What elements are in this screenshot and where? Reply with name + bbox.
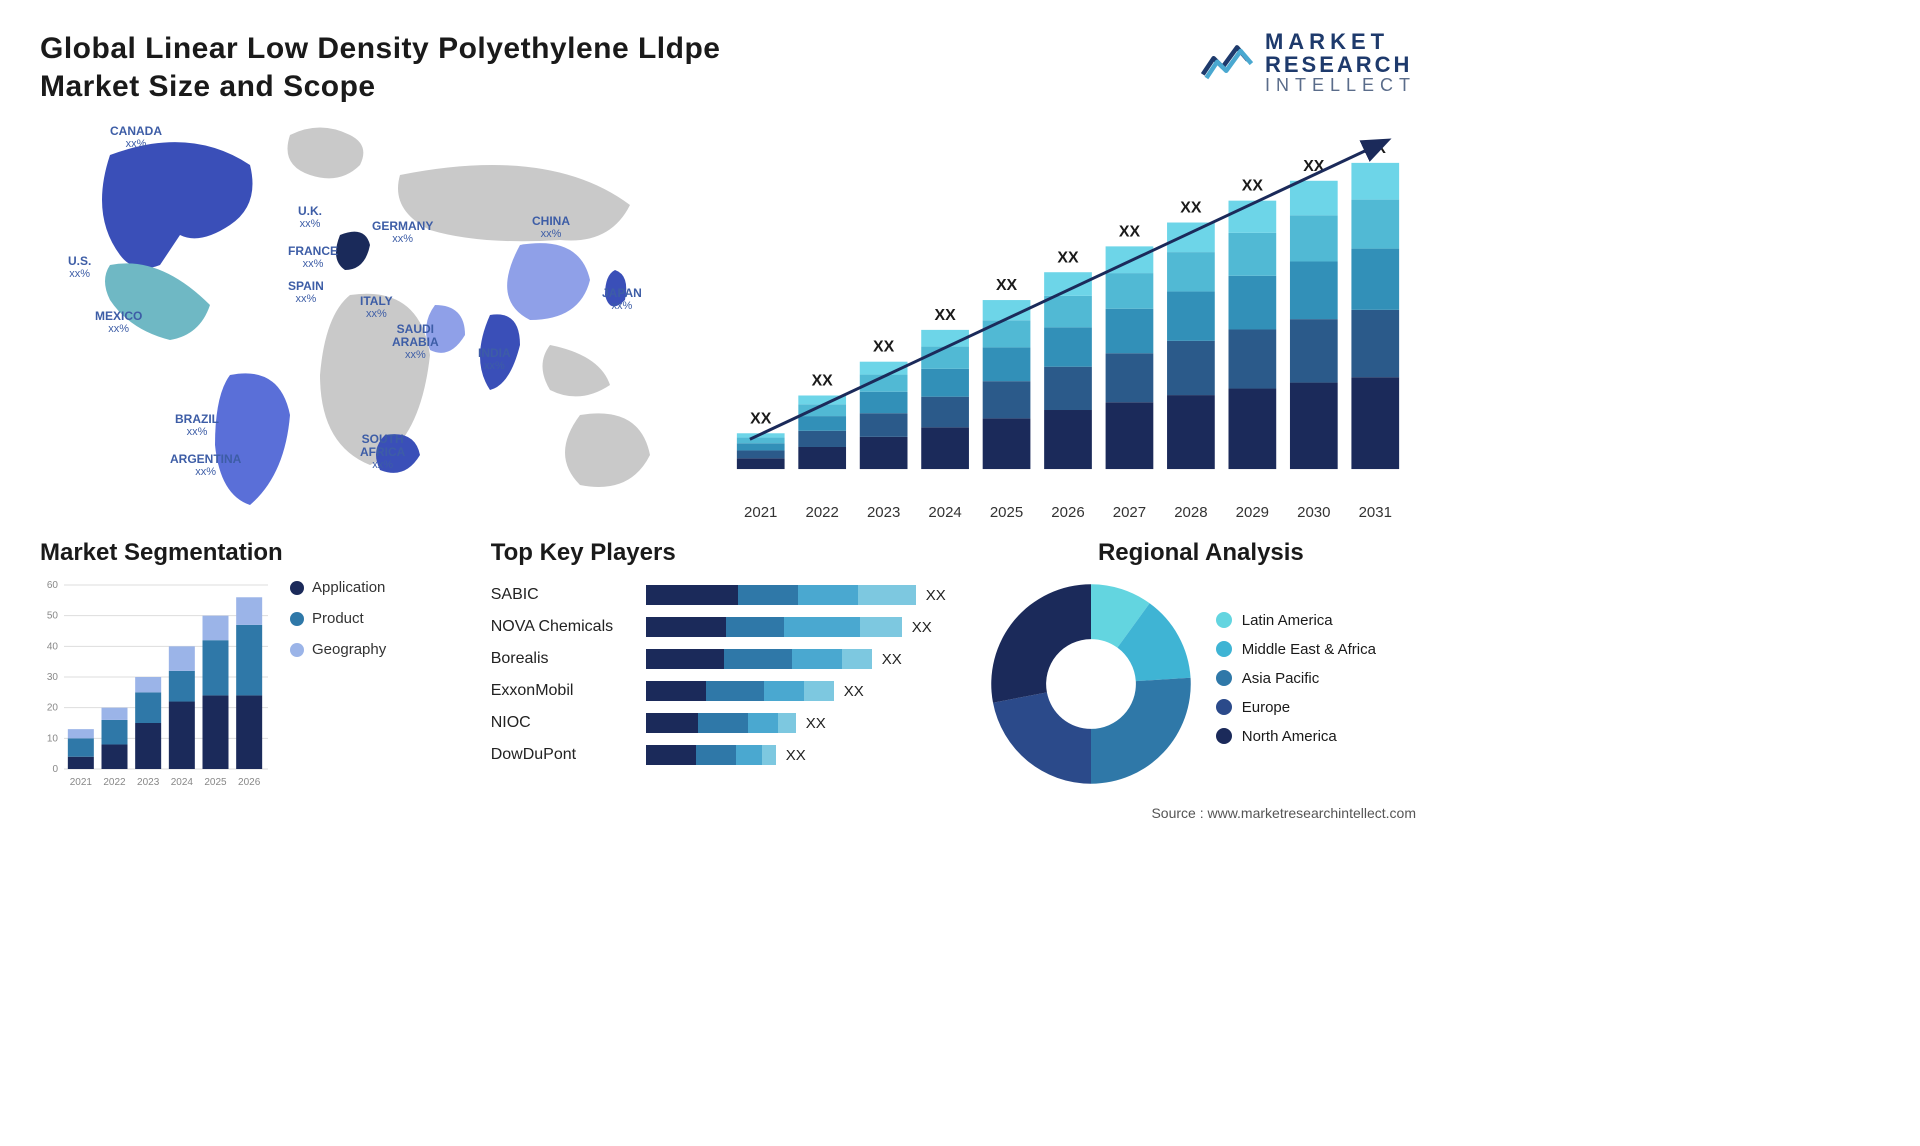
- segmentation-legend: Application Product Geography: [290, 579, 386, 789]
- growth-year-2027: 2027: [1113, 504, 1146, 521]
- regional-legend-north-america: North America: [1216, 728, 1376, 745]
- svg-text:50: 50: [47, 611, 59, 622]
- growth-year-2022: 2022: [805, 504, 838, 521]
- map-label-spain: SPAINxx%: [288, 280, 324, 305]
- svg-text:XX: XX: [812, 373, 834, 390]
- svg-text:2024: 2024: [171, 777, 194, 788]
- map-label-canada: CANADAxx%: [110, 125, 162, 150]
- map-label-argentina: ARGENTINAxx%: [170, 453, 241, 478]
- svg-text:2023: 2023: [137, 777, 160, 788]
- svg-text:XX: XX: [996, 277, 1018, 294]
- svg-text:10: 10: [47, 733, 59, 744]
- source-text: Source : www.marketresearchintellect.com: [40, 805, 1416, 821]
- growth-chart: XXXXXXXXXXXXXXXXXXXXXX 20212022202320242…: [720, 115, 1416, 521]
- map-label-mexico: MEXICOxx%: [95, 310, 142, 335]
- regional-legend-middle-east-africa: Middle East & Africa: [1216, 641, 1376, 658]
- svg-text:60: 60: [47, 580, 59, 591]
- seg-legend-application: Application: [290, 579, 386, 596]
- map-label-u-s-: U.S.xx%: [68, 255, 91, 280]
- map-label-china: CHINAxx%: [532, 215, 570, 240]
- map-label-u-k-: U.K.xx%: [298, 205, 322, 230]
- regional-chart: Latin America Middle East & Africa Asia Pa…: [986, 579, 1416, 789]
- player-label-exxonmobil: ExxonMobil: [491, 675, 631, 707]
- svg-text:2026: 2026: [238, 777, 261, 788]
- donut-slice-europe: [993, 692, 1091, 783]
- map-label-france: FRANCExx%: [288, 245, 338, 270]
- growth-year-2024: 2024: [928, 504, 961, 521]
- player-label-sabic: SABIC: [491, 579, 631, 611]
- logo-line1: MARKET: [1265, 30, 1416, 53]
- map-label-south-africa: SOUTHAFRICAxx%: [360, 433, 405, 471]
- map-label-brazil: BRAZILxx%: [175, 413, 219, 438]
- map-label-saudi-arabia: SAUDIARABIAxx%: [392, 323, 439, 361]
- seg-legend-geography: Geography: [290, 641, 386, 658]
- logo-line3: INTELLECT: [1265, 76, 1416, 95]
- growth-year-2021: 2021: [744, 504, 777, 521]
- growth-year-2031: 2031: [1359, 504, 1392, 521]
- svg-text:2021: 2021: [70, 777, 93, 788]
- growth-year-2030: 2030: [1297, 504, 1330, 521]
- regional-legend-asia-pacific: Asia Pacific: [1216, 670, 1376, 687]
- map-label-india: INDIAxx%: [478, 347, 511, 372]
- svg-text:XX: XX: [1057, 249, 1079, 266]
- player-bar-sabic: XX: [646, 579, 946, 611]
- brand-logo: MARKET RESEARCH INTELLECT: [1201, 30, 1416, 95]
- growth-year-2025: 2025: [990, 504, 1023, 521]
- regional-legend-europe: Europe: [1216, 699, 1376, 716]
- donut-slice-asia-pacific: [1091, 678, 1191, 784]
- svg-text:40: 40: [47, 641, 59, 652]
- player-bar-nioc: XX: [646, 707, 946, 739]
- player-label-dowdupont: DowDuPont: [491, 739, 631, 771]
- logo-line2: RESEARCH: [1265, 53, 1416, 76]
- svg-text:2022: 2022: [103, 777, 126, 788]
- regional-legend: Latin America Middle East & Africa Asia Pa…: [1216, 612, 1376, 757]
- svg-text:XX: XX: [1242, 178, 1264, 195]
- player-label-borealis: Borealis: [491, 643, 631, 675]
- world-map: CANADAxx% U.S.xx% MEXICOxx% BRAZILxx% ARGENT…: [40, 115, 680, 515]
- svg-text:0: 0: [52, 764, 58, 775]
- segmentation-title: Market Segmentation: [40, 539, 451, 567]
- svg-text:XX: XX: [1180, 200, 1202, 217]
- regional-title: Regional Analysis: [986, 539, 1416, 567]
- map-label-japan: JAPANxx%: [602, 287, 642, 312]
- growth-year-2028: 2028: [1174, 504, 1207, 521]
- logo-mark-icon: [1201, 40, 1255, 85]
- player-label-nioc: NIOC: [491, 707, 631, 739]
- svg-text:XX: XX: [873, 339, 895, 356]
- svg-text:30: 30: [47, 672, 59, 683]
- player-label-nova-chemicals: NOVA Chemicals: [491, 611, 631, 643]
- map-label-italy: ITALYxx%: [360, 295, 393, 320]
- player-bar-borealis: XX: [646, 643, 946, 675]
- donut-slice-north-america: [991, 584, 1091, 702]
- growth-year-2023: 2023: [867, 504, 900, 521]
- map-label-germany: GERMANYxx%: [372, 220, 433, 245]
- player-bar-exxonmobil: XX: [646, 675, 946, 707]
- svg-text:XX: XX: [750, 410, 772, 427]
- player-bar-nova-chemicals: XX: [646, 611, 946, 643]
- page-title: Global Linear Low Density Polyethylene L…: [40, 30, 760, 105]
- growth-year-2026: 2026: [1051, 504, 1084, 521]
- players-chart: SABICNOVA ChemicalsBorealisExxonMobilNIO…: [491, 579, 946, 771]
- player-bar-dowdupont: XX: [646, 739, 946, 771]
- svg-text:XX: XX: [1119, 223, 1141, 240]
- players-title: Top Key Players: [491, 539, 946, 567]
- svg-text:2025: 2025: [204, 777, 227, 788]
- regional-legend-latin-america: Latin America: [1216, 612, 1376, 629]
- growth-year-2029: 2029: [1236, 504, 1269, 521]
- segmentation-chart: 0 10 20 30 40 50 60 2021 2022 2023 2024 2025 2026: [40, 579, 270, 789]
- svg-text:XX: XX: [934, 307, 956, 324]
- svg-text:20: 20: [47, 703, 59, 714]
- seg-legend-product: Product: [290, 610, 386, 627]
